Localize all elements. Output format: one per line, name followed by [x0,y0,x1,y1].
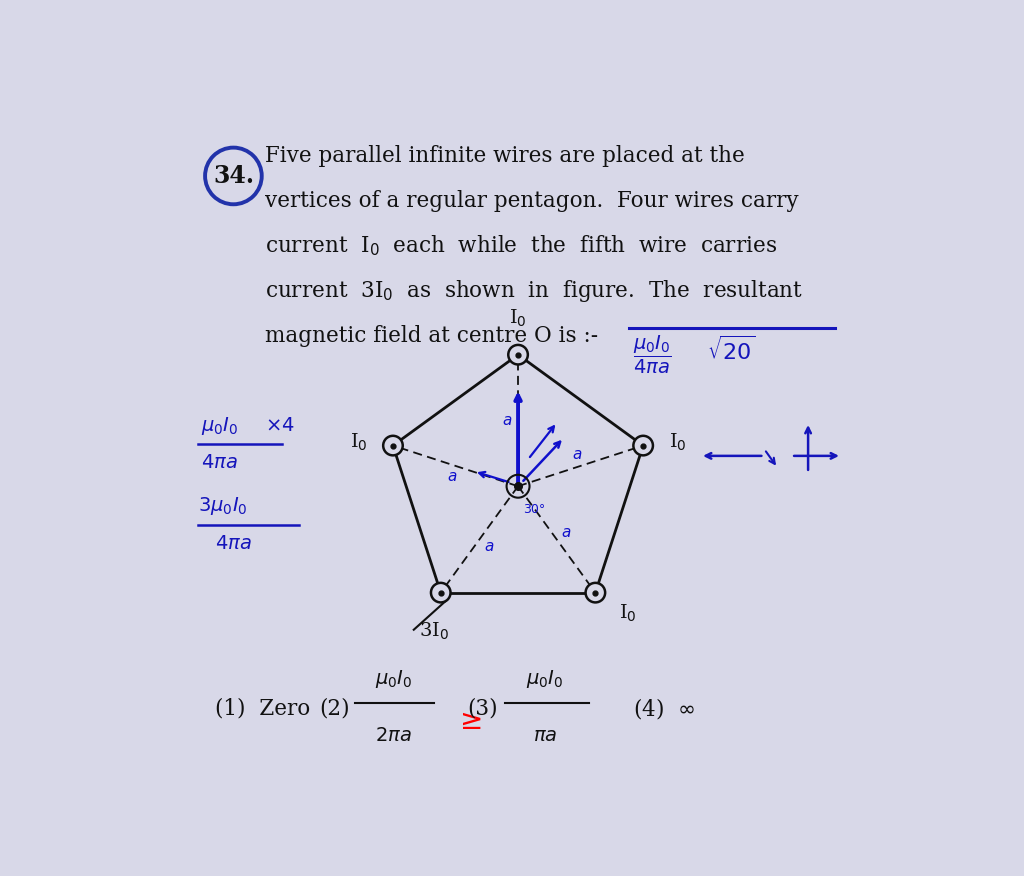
Text: a: a [502,413,511,428]
Circle shape [508,345,527,364]
Text: 34.: 34. [213,164,254,188]
Text: $\mu_0 I_0$: $\mu_0 I_0$ [201,414,239,436]
Text: $\geq$: $\geq$ [454,707,481,735]
Text: $4\pi a$: $4\pi a$ [214,534,251,553]
Text: magnetic field at centre O is :-: magnetic field at centre O is :- [265,326,598,348]
Text: $2\pi a$: $2\pi a$ [375,725,412,745]
Text: current  I$_0$  each  while  the  fifth  wire  carries: current I$_0$ each while the fifth wire … [265,234,777,258]
Text: (3): (3) [467,698,498,720]
Circle shape [586,583,605,603]
Text: $\pi a$: $\pi a$ [532,725,557,745]
Text: I$_0$: I$_0$ [349,432,368,453]
Text: I$_0$: I$_0$ [618,603,637,624]
Text: (2): (2) [318,698,349,720]
Text: I$_0$: I$_0$ [669,432,686,453]
Text: 3I$_0$: 3I$_0$ [419,621,449,642]
Text: Five parallel infinite wires are placed at the: Five parallel infinite wires are placed … [265,145,744,166]
Text: current  3I$_0$  as  shown  in  figure.  The  resultant: current 3I$_0$ as shown in figure. The r… [265,279,803,304]
Text: $\times 4$: $\times 4$ [265,416,295,435]
Text: a: a [447,470,457,484]
Circle shape [634,435,653,456]
Text: a: a [572,448,582,463]
Text: a: a [484,539,494,554]
Text: 30°: 30° [523,503,546,516]
Text: $4\pi a$: $4\pi a$ [201,453,238,472]
Circle shape [431,583,451,603]
Text: $\mu_0 I_0$: $\mu_0 I_0$ [526,668,564,690]
Text: $\sqrt{20}$: $\sqrt{20}$ [707,336,756,364]
Text: vertices of a regular pentagon.  Four wires carry: vertices of a regular pentagon. Four wir… [265,190,799,212]
Text: I$_0$: I$_0$ [509,307,527,329]
Text: $\mu_0 I_0$: $\mu_0 I_0$ [375,668,412,690]
Text: $3\mu_0 I_0$: $3\mu_0 I_0$ [198,496,247,518]
Text: (4)  $\infty$: (4) $\infty$ [633,696,694,721]
Text: $\dfrac{\mu_0 I_0}{4\pi a}$: $\dfrac{\mu_0 I_0}{4\pi a}$ [633,334,672,376]
Circle shape [383,435,402,456]
Text: a: a [561,526,570,540]
Text: (1)  Zero: (1) Zero [214,698,310,720]
